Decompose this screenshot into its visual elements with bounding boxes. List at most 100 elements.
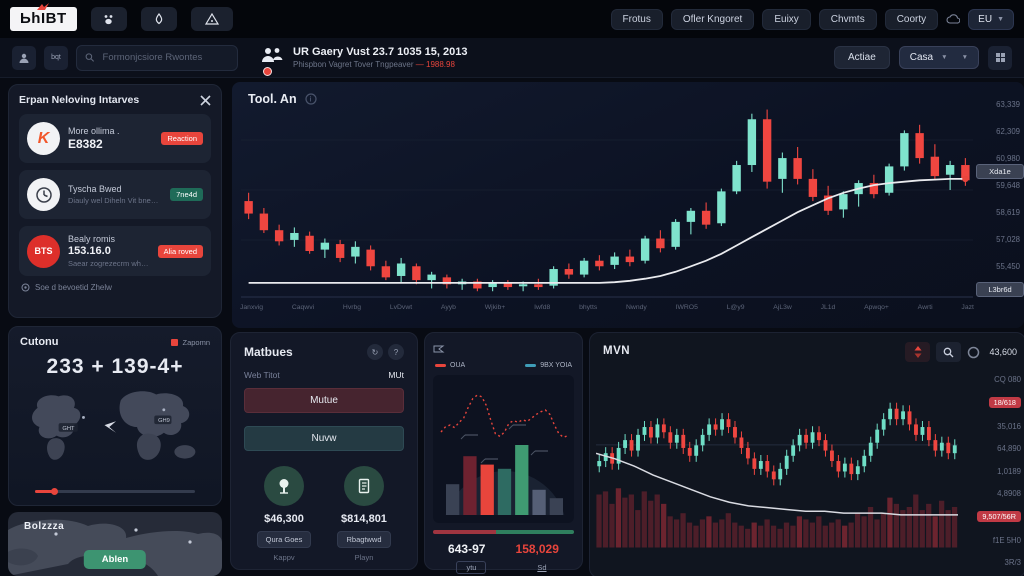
x-axis-label: Hvrbg — [342, 304, 362, 311]
region-map — [8, 519, 222, 576]
prism-icon-button[interactable] — [190, 7, 233, 31]
watchlist-item[interactable]: K More ollima . E8382 Reaction — [19, 114, 211, 163]
x-axis-label: AjL3w — [773, 304, 792, 311]
profile-icon-button[interactable] — [12, 45, 36, 70]
top-bar: ЬhIBT Frotus Ofler Kngoret Euixy Chvmts … — [0, 0, 1024, 38]
search-input[interactable] — [100, 51, 229, 64]
user-subtitle-value: — 1988.98 — [415, 60, 455, 69]
slider-knob[interactable] — [51, 488, 59, 495]
y-axis-label: 57,028 — [996, 235, 1020, 244]
refresh-icon[interactable]: ↻ — [367, 344, 383, 360]
main-chart-panel: Tool. An i Janxvig Caqwvi Hvrbg LvDvwt Ayyb W… — [232, 82, 1024, 328]
timeline-slider[interactable] — [35, 488, 195, 495]
x-axis-label: L@y9 — [726, 304, 745, 311]
watchlist-item[interactable]: BTS Bealy romis 153.16.0 Saear zogrezecr… — [19, 226, 211, 276]
x-axis-label: Iwfd8 — [534, 304, 551, 311]
bqt-button[interactable]: bqt — [44, 45, 68, 70]
ablen-button[interactable]: Ablen — [83, 550, 147, 569]
casa-dropdown[interactable]: Casa ▼ ▼ — [898, 46, 979, 69]
close-icon[interactable] — [200, 94, 211, 106]
nuvw-button[interactable]: Nuvw — [244, 426, 404, 451]
sort-arrows-button[interactable] — [905, 342, 931, 362]
x-axis-label: Nwndy — [626, 304, 647, 311]
ytu-button[interactable]: ytu — [456, 561, 487, 574]
user-summary[interactable]: UR Gaery Vust 23.7 1035 15, 2013 Phispbo… — [260, 46, 468, 76]
x-axis-label: bhytts — [579, 304, 598, 311]
svg-text:GHT: GHT — [62, 426, 75, 432]
person-icon — [19, 53, 29, 63]
cloud-icon — [946, 14, 961, 24]
nav-ofler-button[interactable]: Ofler Kngoret — [670, 8, 755, 30]
region-card[interactable]: Bolzzza Ablen — [8, 512, 222, 576]
geo-big-value: 233 + 139-4+ — [46, 355, 184, 378]
sub-header: bqt UR Gaery Vust 23.7 1035 15, 2013 Phi… — [0, 38, 1024, 78]
mvn-y-axis: CQ 080 18/618 35,016 64,890 1,0189 4,8908 9,50… — [963, 375, 1021, 567]
nav-coorty-button[interactable]: Coorty — [884, 8, 939, 30]
x-axis-label: IWRO5 — [675, 304, 698, 311]
sd-link[interactable]: Sd — [537, 563, 547, 572]
last-price-dot — [962, 175, 969, 183]
stat-label: Kappv — [273, 553, 295, 562]
y-axis-label: f1E 5H0 — [992, 535, 1021, 545]
help-icon[interactable]: ? — [388, 344, 404, 360]
money-tree-icon — [264, 466, 304, 506]
language-selector[interactable]: EU ▼ — [968, 8, 1014, 30]
mvn-chart-panel: MVN 43,600 CQ 080 18/618 35,016 64,890 1,018… — [589, 332, 1024, 576]
nav-chvmts-button[interactable]: Chvmts — [818, 8, 877, 30]
qura-goes-button[interactable]: Qura Goes — [256, 531, 312, 548]
candlestick-chart[interactable] — [240, 100, 974, 300]
droplet-icon — [155, 13, 162, 25]
info-icon[interactable]: i — [305, 93, 317, 105]
legend-label: Zapomn — [182, 337, 210, 347]
actiae-button[interactable]: Actiae — [833, 46, 890, 69]
rbagtwwd-button[interactable]: Rbagtwwd — [337, 531, 391, 548]
mini-value-left: 643-97 — [448, 542, 486, 556]
mvn-candlestick-chart[interactable] — [596, 365, 958, 549]
item-badge[interactable]: Alia roved — [157, 244, 203, 258]
x-axis-label: Ayyb — [440, 304, 456, 311]
nav-euixy-button[interactable]: Euixy — [762, 8, 811, 30]
ring-icon[interactable] — [967, 346, 980, 359]
matbues-title: Matbues — [244, 345, 293, 359]
world-map[interactable]: GHT GH9 — [20, 383, 212, 471]
legend-entry: OUA — [435, 362, 465, 369]
map-chip: GHT — [58, 423, 78, 432]
stat-value: $46,300 — [264, 513, 304, 525]
watchlist-item[interactable]: Tyscha Bwed Diauly wel Diheln Vit bned p… — [19, 170, 211, 219]
paw-icon-button[interactable] — [90, 7, 127, 31]
search-icon — [85, 53, 95, 62]
droplet-icon-button[interactable] — [140, 7, 177, 31]
k-coin-icon: K — [27, 122, 60, 155]
search-icon — [944, 347, 954, 357]
y-axis-label: 4,8908 — [997, 488, 1021, 498]
y-axis-label: 60,980 — [996, 154, 1020, 163]
target-icon — [21, 283, 30, 292]
mvn-toolbar: 43,600 — [905, 342, 1017, 362]
ma-line — [248, 178, 966, 284]
plane-icon — [104, 421, 116, 433]
apps-grid-button[interactable] — [988, 45, 1012, 70]
y-axis-label: 62,309 — [996, 127, 1020, 136]
watchlist-footer-link[interactable]: Soe d bevoetid Zhelw — [19, 283, 211, 292]
bts-coin-icon: BTS — [27, 234, 60, 268]
app-logo[interactable]: ЬhIBT — [10, 3, 77, 31]
nav-frotus-button[interactable]: Frotus — [610, 8, 663, 30]
x-axis-label: Awrti — [917, 304, 933, 311]
row-label: Web Titot — [244, 370, 280, 380]
item-badge[interactable]: 7ne4d — [170, 188, 203, 201]
mvn-header-value: 43,600 — [989, 347, 1017, 357]
row-value: MUt — [388, 370, 404, 380]
item-value: E8382 — [68, 137, 103, 151]
search-bar[interactable] — [76, 44, 238, 71]
chart-search-button[interactable] — [936, 342, 962, 362]
ma-line — [596, 452, 958, 516]
user-subtitle: Phispbon Vagret Tover Tngpeaver — 1988.9… — [293, 60, 468, 69]
watchlist-title: Erpan Neloving Intarves — [19, 94, 140, 106]
price-badge-last: L3br6d — [976, 282, 1024, 297]
header-actions: Actiae Casa ▼ ▼ — [833, 45, 1012, 70]
mutue-button[interactable]: Mutue — [244, 388, 404, 413]
x-axis-label: Janxvig — [240, 304, 264, 311]
item-badge[interactable]: Reaction — [161, 132, 203, 145]
line-bar-chart[interactable] — [433, 375, 574, 523]
stat-card: $814,801 Rbagtwwd Playn — [325, 466, 403, 562]
